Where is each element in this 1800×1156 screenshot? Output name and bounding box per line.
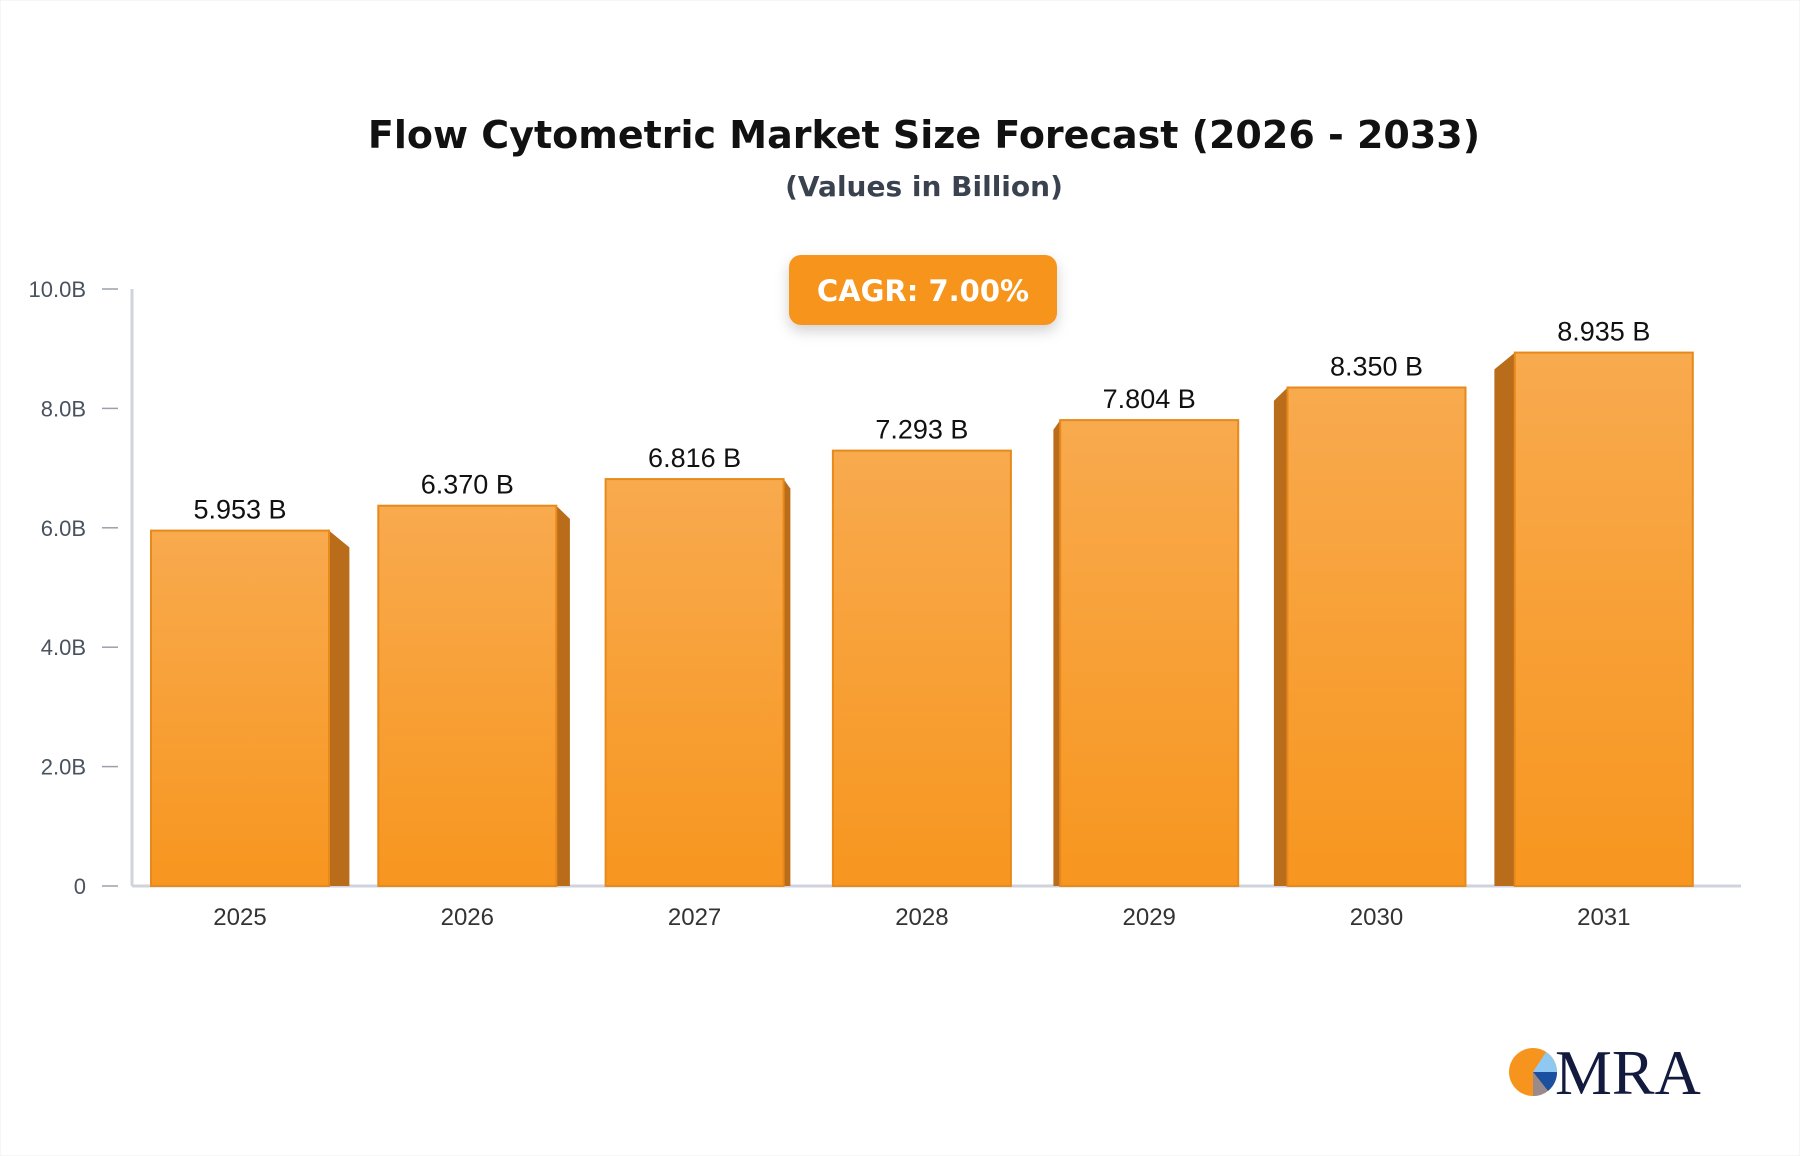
data-label: 5.953 B: [193, 495, 286, 525]
bar-front: [150, 529, 330, 887]
bar-front: [377, 504, 558, 887]
bar-side: [1053, 420, 1061, 886]
bar-side: [1494, 352, 1515, 886]
data-label: 7.293 B: [875, 415, 968, 445]
x-tick-label: 2028: [895, 904, 948, 931]
x-tick-label: 2030: [1350, 904, 1403, 931]
x-tick-label: 2025: [213, 904, 266, 931]
y-tick-label: 8.0B: [41, 396, 86, 421]
data-label: 8.350 B: [1330, 352, 1423, 382]
bar-front: [1513, 351, 1694, 887]
cagr-badge: CAGR: 7.00%: [789, 255, 1057, 325]
bar-front: [831, 449, 1012, 887]
data-label: 6.816 B: [648, 443, 741, 473]
data-label: 7.804 B: [1103, 384, 1196, 414]
x-tick-label: 2026: [441, 904, 494, 931]
bar-side: [1273, 387, 1288, 886]
x-tick-label: 2027: [668, 904, 721, 931]
bar-2029: 7.804 B: [1053, 384, 1240, 887]
bar-2025: 5.953 B: [150, 495, 350, 887]
y-tick-label: 10.0B: [29, 277, 87, 302]
x-tick-label: 2029: [1123, 904, 1176, 931]
bar-2026: 6.370 B: [377, 470, 570, 887]
chart-subtitle: (Values in Billion): [785, 170, 1063, 203]
bar-2027: 6.816 B: [604, 443, 791, 887]
data-label: 6.370 B: [421, 470, 514, 500]
bars: 5.953 B 6.370 B 6.816 B 7.293 B 7.804 B 8.350…: [150, 317, 1694, 887]
bar-2028: 7.293 B: [831, 415, 1012, 887]
bar-side: [556, 505, 570, 886]
y-tick-label: 0: [74, 874, 86, 899]
y-tick-label: 6.0B: [41, 516, 86, 541]
bar-front: [1059, 419, 1240, 887]
x-tick-label: 2031: [1577, 904, 1630, 931]
bar-front: [604, 478, 785, 887]
data-label: 8.935 B: [1557, 317, 1650, 347]
bar-2030: 8.350 B: [1273, 352, 1467, 887]
cagr-text: CAGR: 7.00%: [817, 274, 1029, 308]
bar-front: [1286, 386, 1467, 887]
logo-text: MRA: [1555, 1037, 1701, 1108]
y-tick-label: 2.0B: [41, 755, 86, 780]
y-tick-label: 4.0B: [41, 635, 86, 660]
chart-title: Flow Cytometric Market Size Forecast (20…: [368, 113, 1480, 157]
bar-side: [329, 530, 350, 886]
bar-side: [783, 479, 791, 886]
bar-2031: 8.935 B: [1494, 317, 1694, 887]
mra-logo: MRA: [1509, 1037, 1701, 1108]
